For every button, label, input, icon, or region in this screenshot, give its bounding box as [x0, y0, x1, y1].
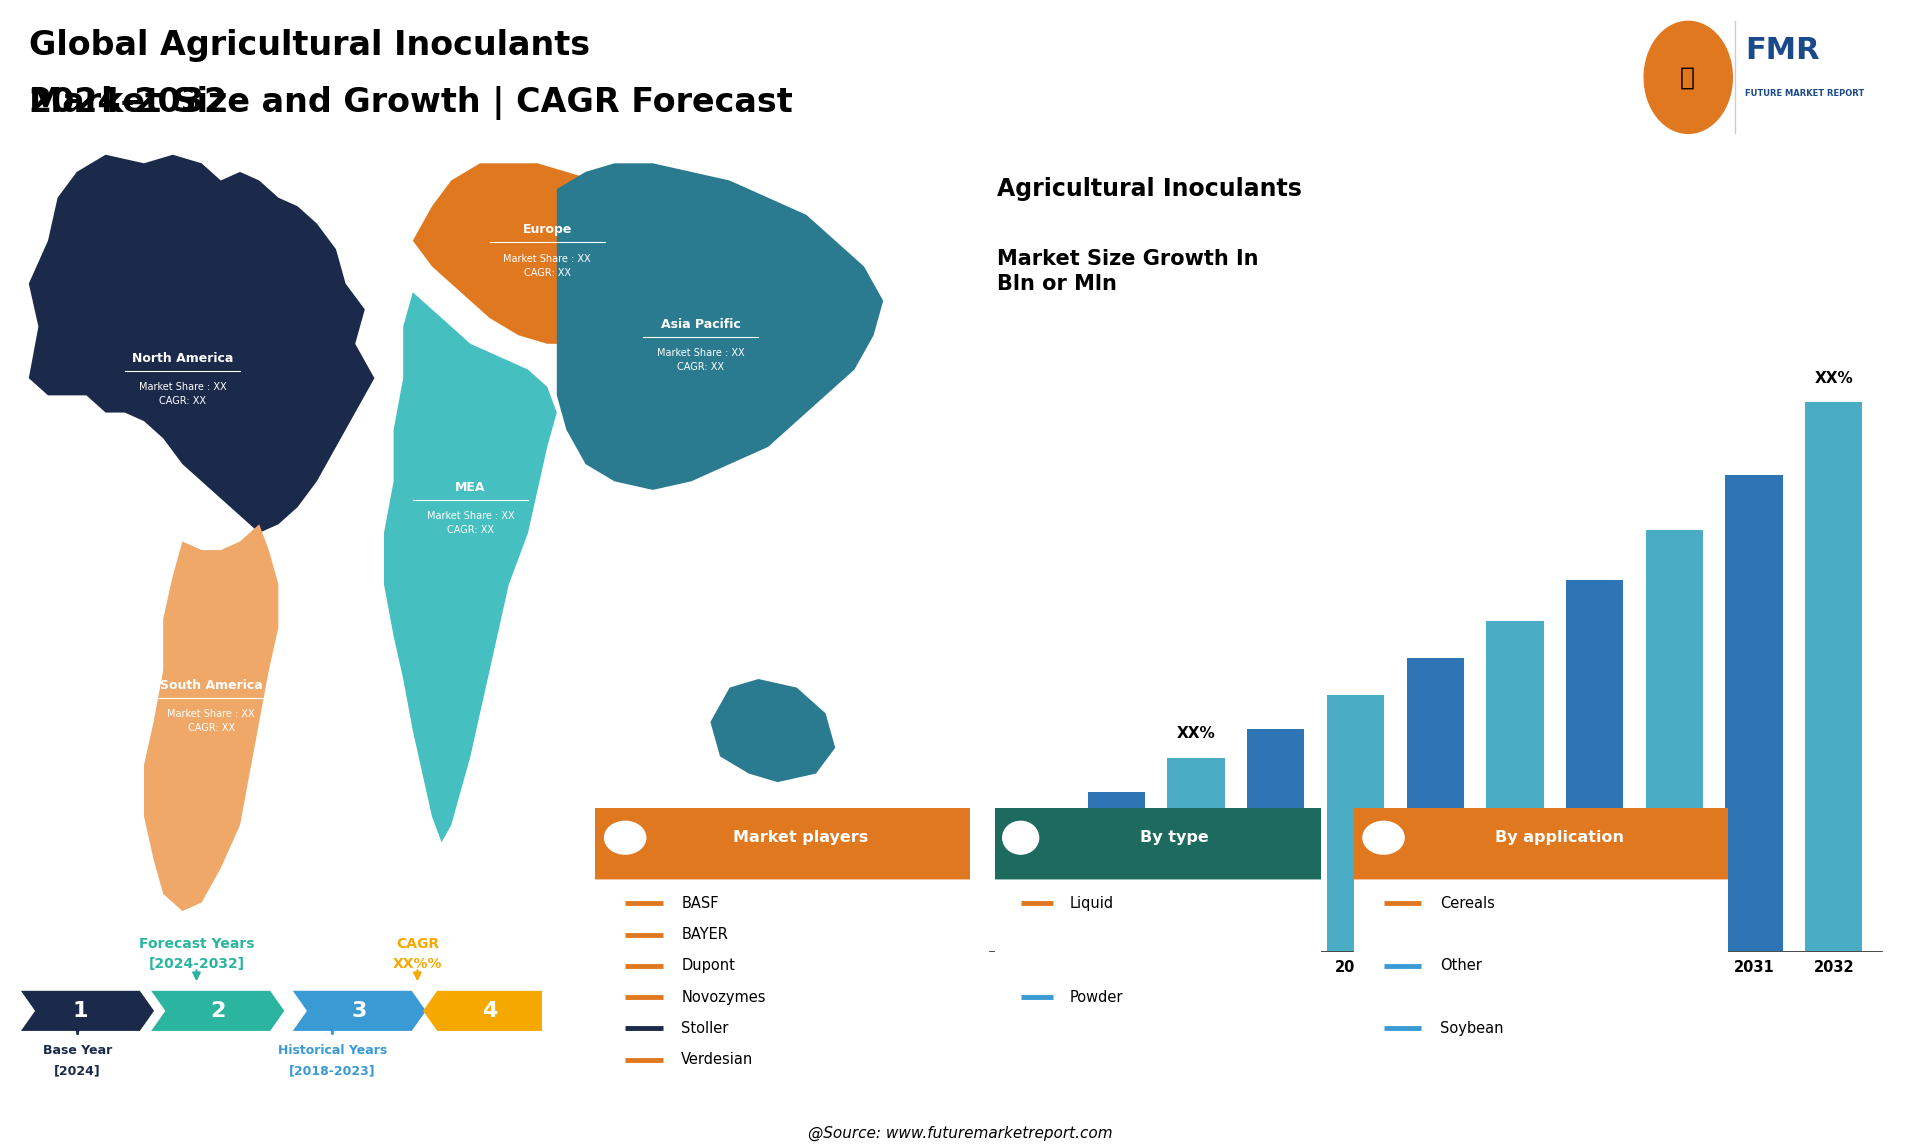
Text: 🔭: 🔭 — [1680, 65, 1695, 89]
Text: Base Year: Base Year — [42, 1044, 111, 1058]
Text: Liquid: Liquid — [1069, 896, 1114, 911]
Polygon shape — [144, 524, 278, 911]
Text: Verdesian: Verdesian — [682, 1052, 753, 1067]
Bar — [1087, 792, 1144, 951]
Text: Market Share : XX
CAGR: XX: Market Share : XX CAGR: XX — [657, 348, 745, 372]
Text: Powder: Powder — [1069, 990, 1123, 1005]
Bar — [1167, 758, 1225, 951]
Bar — [1567, 580, 1622, 951]
Text: Dupont: Dupont — [682, 958, 735, 973]
Text: North America: North America — [132, 352, 232, 366]
Text: Forecast Years: Forecast Years — [138, 937, 253, 951]
Text: Market Share : XX
CAGR: XX: Market Share : XX CAGR: XX — [426, 511, 515, 535]
Text: FUTURE MARKET REPORT: FUTURE MARKET REPORT — [1745, 89, 1864, 99]
Polygon shape — [21, 991, 154, 1031]
Text: Europe: Europe — [522, 223, 572, 236]
Text: 1: 1 — [73, 1000, 88, 1021]
Polygon shape — [557, 163, 883, 490]
Bar — [1407, 658, 1463, 951]
Text: Historical Years: Historical Years — [278, 1044, 388, 1058]
Text: Cereals: Cereals — [1440, 896, 1494, 911]
Text: [2018-2023]: [2018-2023] — [290, 1065, 376, 1077]
FancyBboxPatch shape — [989, 868, 1327, 1112]
Polygon shape — [422, 991, 541, 1031]
FancyBboxPatch shape — [580, 796, 985, 879]
Polygon shape — [413, 163, 691, 344]
Polygon shape — [384, 292, 557, 842]
Text: Novozymes: Novozymes — [682, 990, 766, 1005]
Bar — [1248, 729, 1304, 951]
Bar — [1486, 621, 1544, 951]
FancyBboxPatch shape — [1346, 868, 1736, 1112]
Bar — [1327, 696, 1384, 951]
Circle shape — [1644, 22, 1732, 133]
Text: 2: 2 — [209, 1000, 225, 1021]
Bar — [1805, 402, 1862, 951]
Text: Agricultural Inoculants: Agricultural Inoculants — [996, 178, 1302, 202]
Bar — [1645, 529, 1703, 951]
Text: Other: Other — [1440, 958, 1482, 973]
Bar — [1008, 826, 1066, 951]
Text: Market Share : XX
CAGR: XX: Market Share : XX CAGR: XX — [167, 709, 255, 733]
Text: 2024-2032: 2024-2032 — [29, 86, 228, 119]
Text: Market Size and Growth | CAGR Forecast: Market Size and Growth | CAGR Forecast — [29, 86, 793, 120]
FancyBboxPatch shape — [981, 796, 1334, 879]
Text: [2024]: [2024] — [54, 1065, 102, 1077]
Text: [2024-2032]: [2024-2032] — [148, 957, 244, 972]
Circle shape — [605, 822, 645, 854]
Text: FMR: FMR — [1745, 37, 1820, 65]
Text: Market Size Growth In
Bln or Mln: Market Size Growth In Bln or Mln — [996, 249, 1258, 293]
Text: Soybean: Soybean — [1440, 1021, 1503, 1036]
Polygon shape — [710, 678, 835, 782]
Text: Market players: Market players — [733, 830, 868, 846]
Text: Global Agricultural Inoculants: Global Agricultural Inoculants — [29, 29, 589, 62]
Text: 4: 4 — [482, 1000, 497, 1021]
Polygon shape — [29, 155, 374, 533]
Text: BASF: BASF — [682, 896, 718, 911]
Circle shape — [1363, 822, 1404, 854]
Text: South America: South America — [159, 678, 263, 692]
Text: Market Share : XX
CAGR: XX: Market Share : XX CAGR: XX — [503, 253, 591, 277]
Polygon shape — [292, 991, 426, 1031]
Text: XX%: XX% — [1814, 371, 1853, 386]
Text: @Source: www.futuremarketreport.com: @Source: www.futuremarketreport.com — [808, 1127, 1112, 1141]
Text: XX%: XX% — [1177, 727, 1215, 741]
Text: 3: 3 — [351, 1000, 367, 1021]
Text: MEA: MEA — [455, 481, 486, 494]
Text: XX%%: XX%% — [394, 957, 442, 972]
Text: Stoller: Stoller — [682, 1021, 730, 1036]
Circle shape — [1002, 822, 1039, 854]
Polygon shape — [152, 991, 284, 1031]
Text: CAGR: CAGR — [396, 937, 440, 951]
FancyBboxPatch shape — [588, 868, 977, 1112]
Text: BAYER: BAYER — [682, 927, 728, 942]
Bar — [1726, 474, 1784, 951]
Text: Asia Pacific: Asia Pacific — [660, 317, 741, 331]
Text: Market Share : XX
CAGR: XX: Market Share : XX CAGR: XX — [138, 383, 227, 407]
FancyBboxPatch shape — [1338, 796, 1743, 879]
Text: By application: By application — [1496, 830, 1624, 846]
Text: By type: By type — [1140, 830, 1208, 846]
